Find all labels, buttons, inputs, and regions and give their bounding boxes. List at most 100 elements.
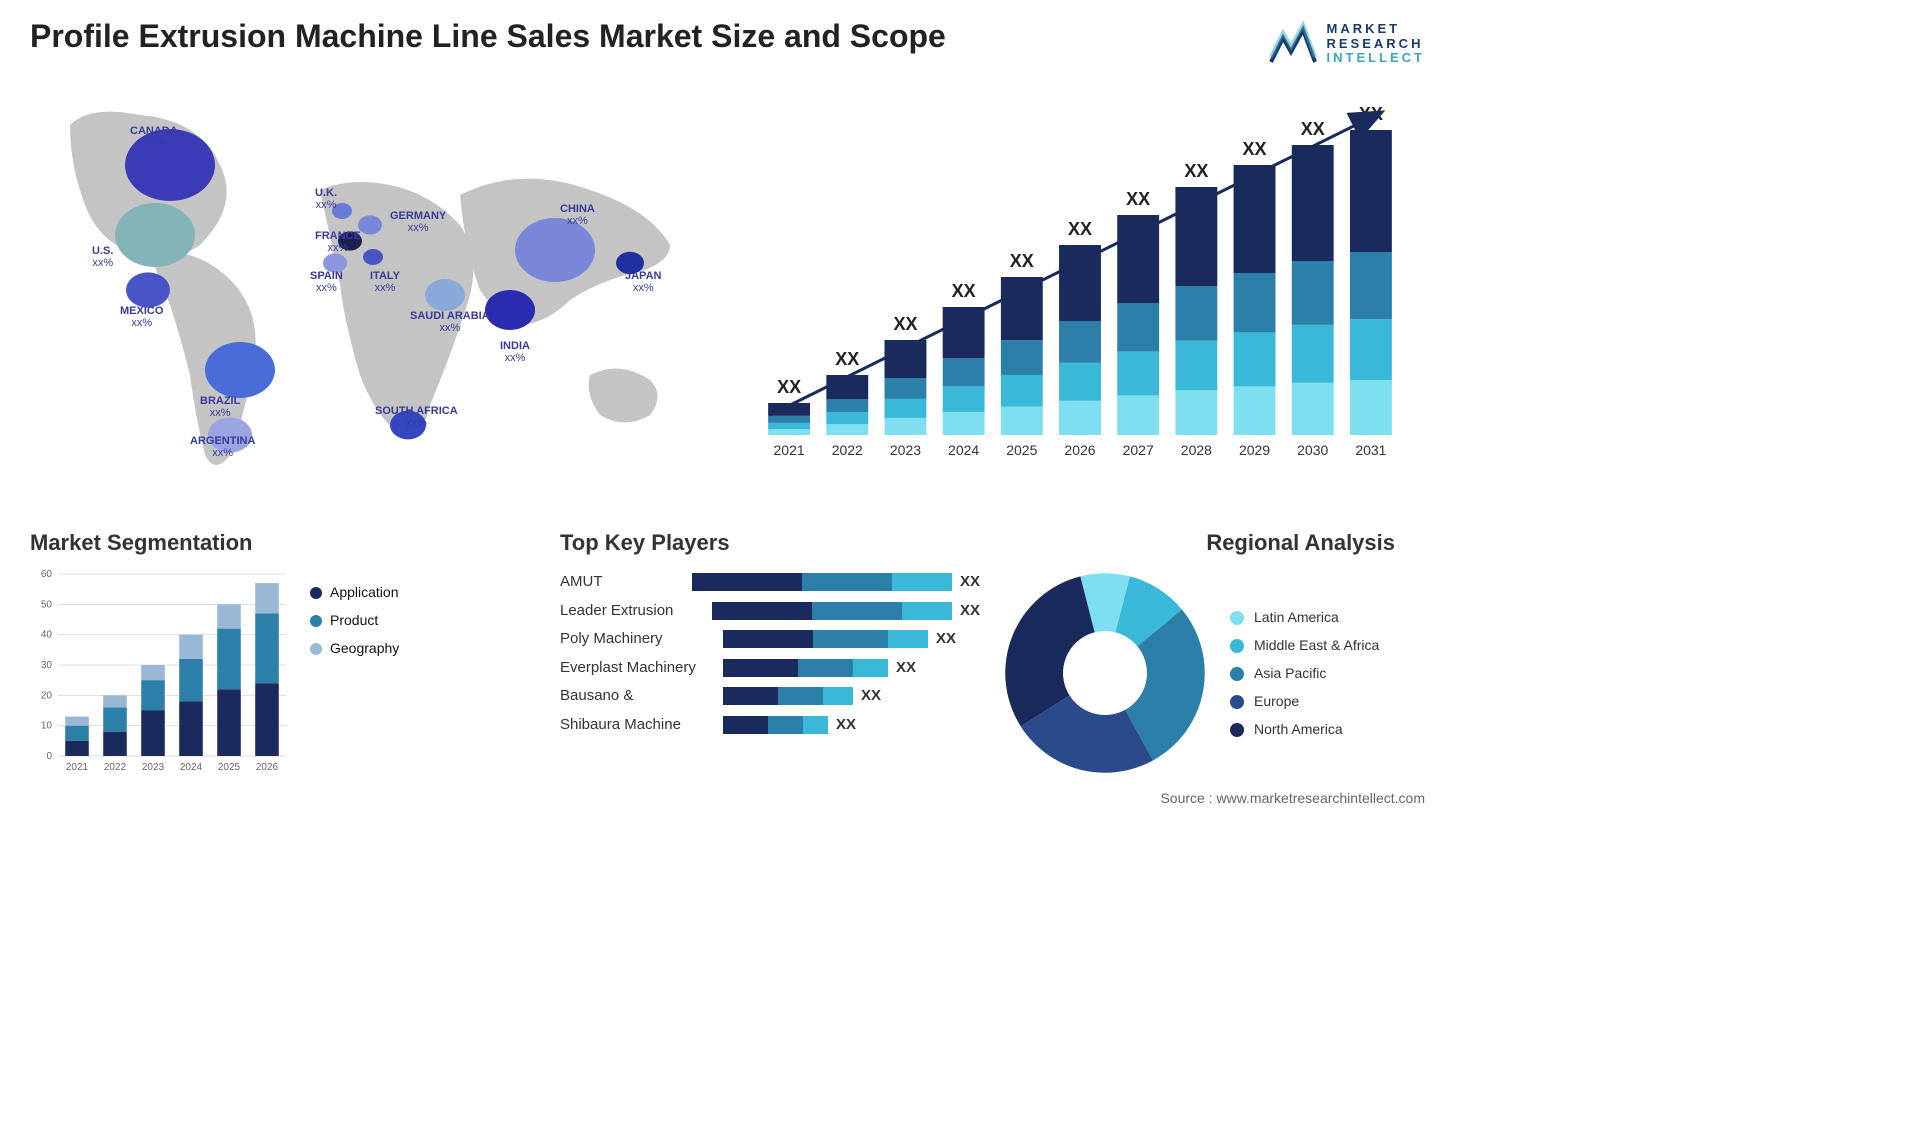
bar-seg [1350, 252, 1392, 319]
bar-seg [768, 416, 810, 423]
bar-seg [1350, 380, 1392, 435]
bar-seg [885, 340, 927, 378]
bar-seg [1234, 386, 1276, 435]
seg-bar [103, 707, 127, 731]
bar-seg [1234, 273, 1276, 332]
seg-year: 2024 [180, 762, 203, 773]
seg-bar [103, 732, 127, 756]
country-mexico [126, 272, 170, 307]
bar-seg [1175, 286, 1217, 341]
legend-label: Latin America [1254, 609, 1339, 625]
map-label-mexico: MEXICOxx% [120, 305, 163, 329]
key-player-row: Leader ExtrusionXX [560, 597, 980, 626]
bar-seg [1059, 363, 1101, 401]
key-player-value: XX [896, 654, 916, 683]
map-label-germany: GERMANYxx% [390, 210, 446, 234]
key-player-bar-seg [802, 573, 892, 591]
bar-seg [943, 307, 985, 358]
bar-seg [1175, 341, 1217, 391]
map-label-canada: CANADAxx% [130, 125, 178, 149]
bar-seg [1117, 303, 1159, 351]
key-players-panel: Top Key Players AMUTXXLeader ExtrusionXX… [560, 530, 980, 739]
source-attribution: Source : www.marketresearchintellect.com [1160, 790, 1425, 806]
ytick: 30 [41, 660, 53, 671]
legend-label: North America [1254, 721, 1343, 737]
regional-title: Regional Analysis [1000, 530, 1425, 556]
seg-bar [179, 701, 203, 756]
country-pct: xx% [375, 417, 458, 429]
map-label-u-s-: U.S.xx% [92, 245, 113, 269]
key-player-bar [723, 659, 888, 677]
bar-seg [826, 412, 868, 424]
seg-bar [179, 635, 203, 659]
bar-seg [1117, 215, 1159, 303]
bar-seg [1059, 321, 1101, 363]
bar-value-label: XX [952, 281, 976, 301]
key-player-bar [712, 602, 952, 620]
bar-seg [943, 386, 985, 412]
page-title: Profile Extrusion Machine Line Sales Mar… [30, 18, 946, 55]
bar-value-label: XX [1243, 139, 1267, 159]
year-label: 2022 [832, 442, 863, 458]
bar-seg [1292, 325, 1334, 383]
bar-seg [1350, 319, 1392, 380]
legend-label: Geography [330, 640, 399, 656]
key-player-name: Bausano & [560, 682, 715, 711]
seg-bar [255, 683, 279, 756]
map-label-saudi-arabia: SAUDI ARABIAxx% [410, 310, 490, 334]
region-legend-item: North America [1230, 715, 1379, 743]
key-player-bar-seg [723, 630, 813, 648]
year-label: 2025 [1006, 442, 1037, 458]
seg-bar [141, 665, 165, 680]
key-player-value: XX [936, 625, 956, 654]
bar-seg [1350, 130, 1392, 252]
bar-seg [1234, 332, 1276, 386]
year-label: 2030 [1297, 442, 1328, 458]
bar-seg [1059, 401, 1101, 435]
legend-swatch [1230, 639, 1244, 653]
bar-seg [1001, 277, 1043, 340]
key-player-bar-seg [778, 687, 823, 705]
key-player-bar-seg [853, 659, 888, 677]
seg-bar [255, 613, 279, 683]
ytick: 60 [41, 569, 53, 580]
key-player-bar-seg [902, 602, 952, 620]
regional-legend: Latin AmericaMiddle East & AfricaAsia Pa… [1230, 603, 1379, 743]
key-player-name: Shibaura Machine [560, 711, 715, 740]
country-pct: xx% [390, 222, 446, 234]
key-player-bar-seg [813, 630, 888, 648]
legend-label: Middle East & Africa [1254, 637, 1379, 653]
legend-swatch [1230, 667, 1244, 681]
bar-value-label: XX [893, 314, 917, 334]
country-name: U.S. [92, 245, 113, 257]
key-player-name: Poly Machinery [560, 625, 715, 654]
key-player-bar-seg [812, 602, 902, 620]
country-name: ITALY [370, 270, 400, 282]
key-players-title: Top Key Players [560, 530, 980, 556]
key-player-bar-seg [803, 716, 828, 734]
regional-donut-chart [1000, 568, 1210, 778]
key-player-bar-seg [888, 630, 928, 648]
country-pct: xx% [560, 215, 595, 227]
region-legend-item: Latin America [1230, 603, 1379, 631]
country-pct: xx% [130, 137, 178, 149]
legend-swatch [1230, 611, 1244, 625]
bar-seg [1001, 340, 1043, 375]
key-player-value: XX [960, 568, 980, 597]
market-segmentation-panel: Market Segmentation 01020304050602021202… [30, 530, 460, 783]
country-pct: xx% [120, 317, 163, 329]
country-pct: xx% [92, 257, 113, 269]
key-player-name: Leader Extrusion [560, 597, 704, 626]
bar-seg [1292, 383, 1334, 435]
bar-seg [768, 429, 810, 435]
country-pct: xx% [310, 282, 343, 294]
seg-bar [255, 583, 279, 613]
bar-seg [1059, 245, 1101, 321]
country-name: SOUTH AFRICA [375, 405, 458, 417]
seg-bar [141, 680, 165, 710]
bar-seg [943, 358, 985, 386]
map-label-argentina: ARGENTINAxx% [190, 435, 255, 459]
country-name: MEXICO [120, 305, 163, 317]
country-name: SAUDI ARABIA [410, 310, 490, 322]
country-pct: xx% [190, 447, 255, 459]
